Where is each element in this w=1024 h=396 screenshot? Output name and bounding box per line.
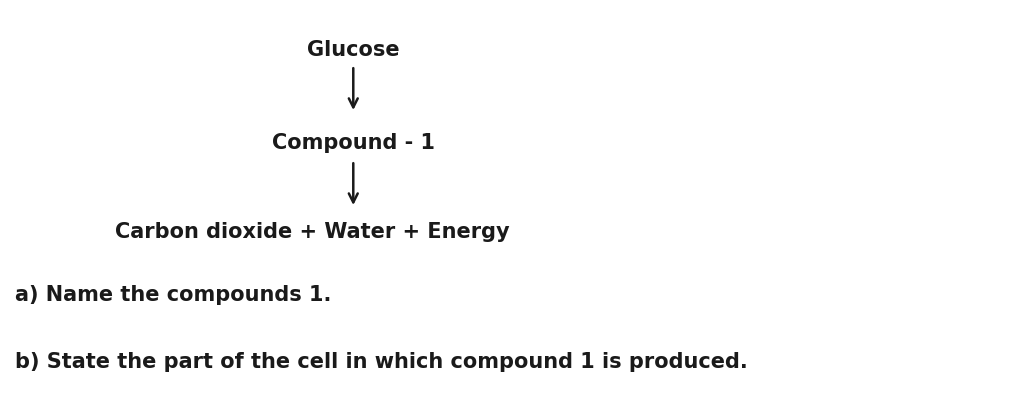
Text: Compound - 1: Compound - 1: [271, 133, 435, 152]
Text: Carbon dioxide + Water + Energy: Carbon dioxide + Water + Energy: [115, 222, 510, 242]
Text: b) State the part of the cell in which compound 1 is produced.: b) State the part of the cell in which c…: [15, 352, 749, 372]
Text: Glucose: Glucose: [307, 40, 399, 59]
Text: a) Name the compounds 1.: a) Name the compounds 1.: [15, 285, 332, 305]
